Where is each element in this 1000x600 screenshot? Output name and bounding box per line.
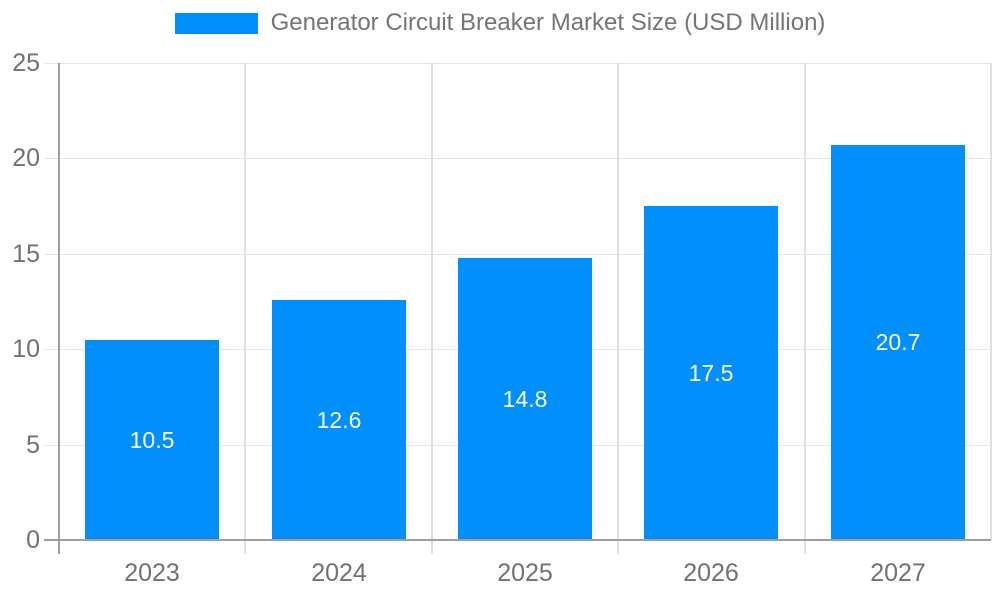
y-axis-tick	[44, 445, 59, 446]
legend-series-label: Generator Circuit Breaker Market Size (U…	[270, 8, 826, 36]
bar-value-label: 10.5	[129, 426, 175, 453]
gridline-horizontal	[59, 63, 991, 64]
x-axis-category-label: 2024	[311, 559, 367, 587]
y-axis-tick-label: 15	[12, 240, 40, 268]
bar[interactable]: 14.8	[458, 258, 592, 540]
gridline-horizontal	[59, 158, 991, 159]
legend: Generator Circuit Breaker Market Size (U…	[0, 0, 1000, 46]
x-axis-category-label: 2023	[124, 559, 180, 587]
x-axis-category-label: 2025	[497, 559, 553, 587]
y-axis-tick-label: 25	[12, 49, 40, 77]
x-axis-tick	[804, 540, 806, 554]
y-axis-line	[58, 63, 60, 554]
y-axis-tick	[44, 158, 59, 159]
gridline-vertical	[804, 63, 806, 540]
bar[interactable]: 20.7	[831, 145, 965, 540]
legend-swatch-icon	[174, 12, 258, 34]
y-axis-tick-label: 0	[26, 526, 40, 554]
bar[interactable]: 10.5	[85, 340, 219, 540]
y-axis-tick	[44, 63, 59, 64]
y-axis-tick-label: 5	[26, 431, 40, 459]
x-axis-category-label: 2026	[683, 559, 739, 587]
y-axis-tick	[44, 349, 59, 350]
x-axis-category-label: 2027	[870, 559, 926, 587]
gridline-vertical	[431, 63, 433, 540]
y-axis-tick	[44, 254, 59, 255]
x-axis-tick	[244, 540, 246, 554]
bar-value-label: 20.7	[875, 329, 921, 355]
gridline-vertical	[617, 63, 619, 540]
gridline-vertical	[244, 63, 246, 540]
bar-value-label: 14.8	[502, 385, 548, 412]
x-axis-tick	[431, 540, 433, 554]
y-axis-tick-label: 10	[12, 335, 40, 363]
x-axis-line	[44, 539, 991, 541]
bar-value-label: 17.5	[688, 359, 734, 386]
bar[interactable]: 17.5	[644, 206, 778, 540]
gridline-horizontal	[59, 254, 991, 255]
y-axis-tick-label: 20	[12, 144, 40, 172]
bar-value-label: 12.6	[316, 406, 362, 433]
bar[interactable]: 12.6	[272, 300, 406, 540]
x-axis-tick	[617, 540, 619, 554]
gridline-vertical	[990, 63, 992, 540]
